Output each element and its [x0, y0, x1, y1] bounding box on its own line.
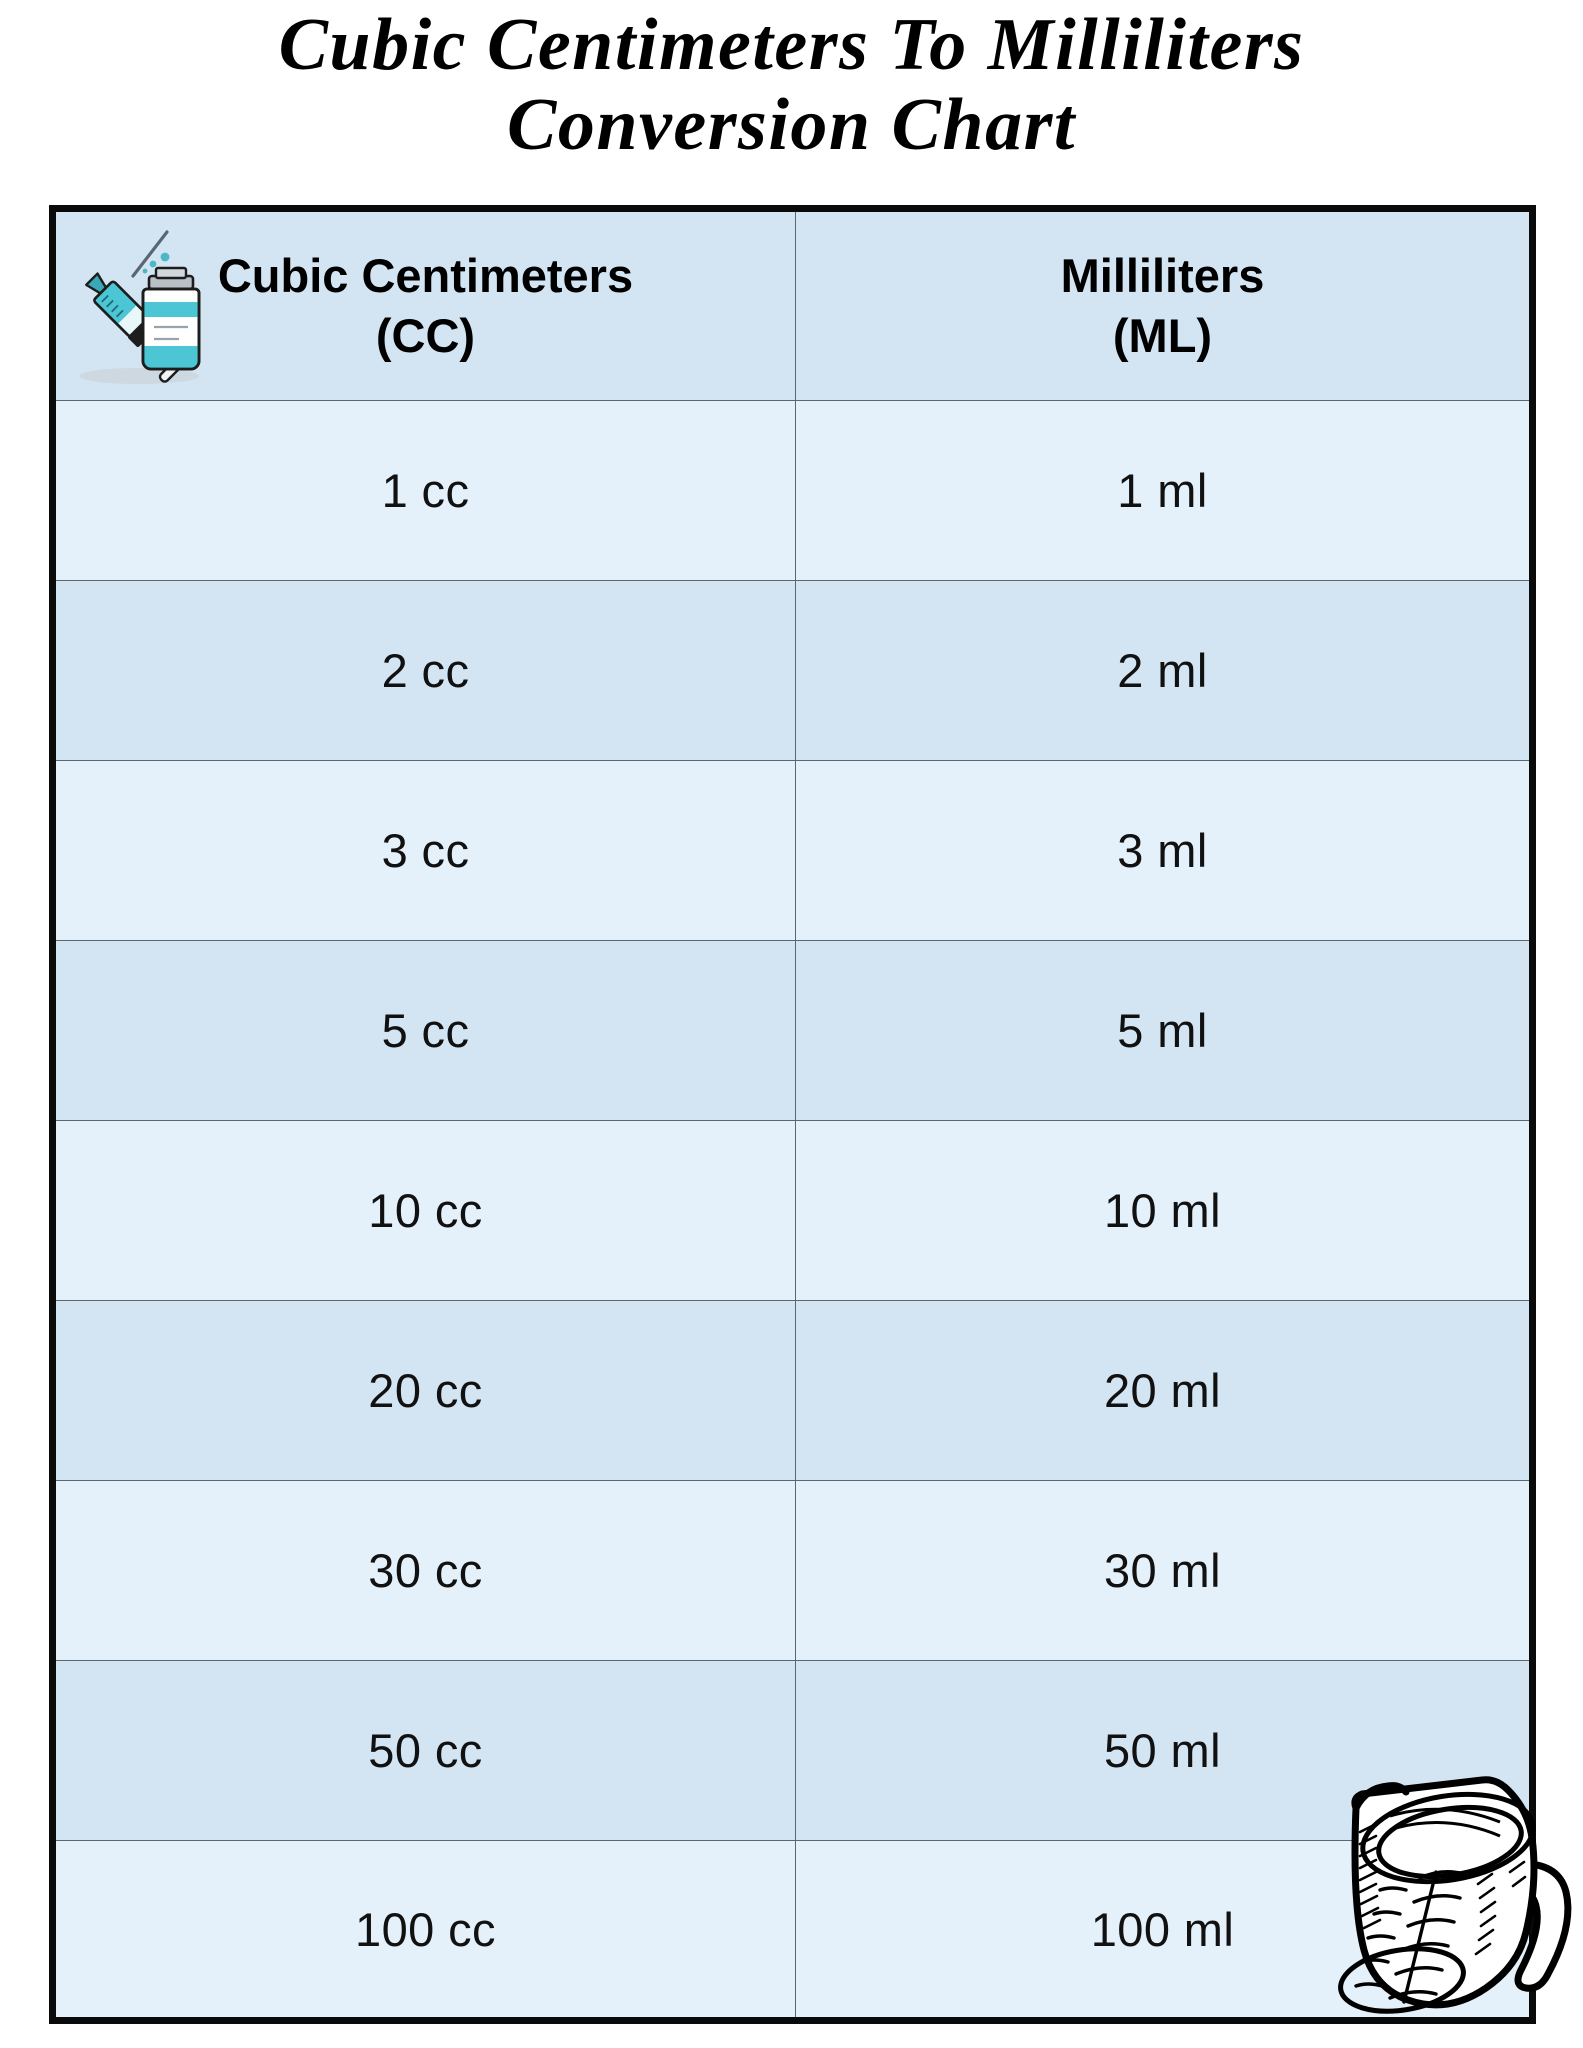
- page-title-line-1: Cubic Centimeters To Milliliters: [278, 4, 1305, 86]
- header-name-cc: Cubic Centimeters: [217, 248, 634, 302]
- cell-value-cc: 20 cc: [368, 1364, 483, 1417]
- cell-value-ml: 5 ml: [1117, 1004, 1208, 1057]
- table-row: 2 cc 2 ml: [52, 580, 1534, 761]
- cell-value-cc: 10 cc: [368, 1184, 483, 1237]
- table-header-row: Cubic Centimeters (CC) Milliliters (ML): [52, 208, 1534, 401]
- cell-ml: 1 ml: [794, 400, 1534, 581]
- cell-value-cc: 30 cc: [368, 1544, 483, 1597]
- table-row: 30 cc 30 ml: [52, 1480, 1534, 1661]
- header-abbr-cc: (CC): [375, 309, 476, 362]
- header-cell-milliliters: Milliliters (ML): [794, 208, 1534, 401]
- cell-ml: 100 ml: [794, 1840, 1534, 2021]
- cell-ml: 30 ml: [794, 1480, 1534, 1661]
- cell-value-ml: 10 ml: [1104, 1184, 1221, 1237]
- cell-value-ml: 1 ml: [1117, 464, 1208, 517]
- cell-cc: 10 cc: [52, 1120, 796, 1301]
- header-abbr-ml: (ML): [1112, 309, 1213, 362]
- cell-ml: 3 ml: [794, 760, 1534, 941]
- cell-ml: 50 ml: [794, 1660, 1534, 1841]
- cell-value-ml: 20 ml: [1104, 1364, 1221, 1417]
- table-row: 5 cc 5 ml: [52, 940, 1534, 1121]
- cell-value-ml: 2 ml: [1117, 644, 1208, 697]
- table-row: 10 cc 10 ml: [52, 1120, 1534, 1301]
- cell-ml: 10 ml: [794, 1120, 1534, 1301]
- cell-cc: 100 cc: [52, 1840, 796, 2021]
- cell-cc: 5 cc: [52, 940, 796, 1121]
- page-title: Cubic Centimeters To Milliliters Convers…: [0, 0, 1583, 166]
- cell-cc: 2 cc: [52, 580, 796, 761]
- table-row: 3 cc 3 ml: [52, 760, 1534, 941]
- header-cell-cubic-centimeters: Cubic Centimeters (CC): [52, 208, 796, 401]
- page-title-line-2: Conversion Chart: [507, 83, 1076, 166]
- cell-value-cc: 1 cc: [381, 464, 470, 517]
- cell-value-cc: 5 cc: [381, 1004, 470, 1057]
- header-name-ml: Milliliters: [1060, 248, 1265, 302]
- cell-value-cc: 2 cc: [381, 644, 470, 697]
- conversion-table: Cubic Centimeters (CC) Milliliters (ML) …: [49, 205, 1536, 2024]
- cell-cc: 50 cc: [52, 1660, 796, 1841]
- cell-value-ml: 30 ml: [1104, 1544, 1221, 1597]
- table-row: 50 cc 50 ml: [52, 1660, 1534, 1841]
- table-row: 20 cc 20 ml: [52, 1300, 1534, 1481]
- cell-value-cc: 3 cc: [381, 824, 470, 877]
- cell-cc: 1 cc: [52, 400, 796, 581]
- cell-ml: 20 ml: [794, 1300, 1534, 1481]
- table-row: 100 cc 100 ml: [52, 1840, 1534, 2021]
- cell-value-cc: 100 cc: [355, 1902, 496, 1956]
- cell-value-ml: 3 ml: [1117, 824, 1208, 877]
- cell-ml: 2 ml: [794, 580, 1534, 761]
- conversion-table-container: Cubic Centimeters (CC) Milliliters (ML) …: [49, 205, 1536, 2024]
- cell-cc: 20 cc: [52, 1300, 796, 1481]
- cell-value-cc: 50 cc: [368, 1724, 483, 1777]
- cell-ml: 5 ml: [794, 940, 1534, 1121]
- header-label-milliliters: Milliliters (ML): [796, 249, 1529, 366]
- cell-value-ml: 50 ml: [1104, 1724, 1221, 1777]
- cell-value-ml: 100 ml: [1090, 1902, 1235, 1956]
- table-row: 1 cc 1 ml: [52, 400, 1534, 581]
- cell-cc: 3 cc: [52, 760, 796, 941]
- header-label-cubic-centimeters: Cubic Centimeters (CC): [56, 249, 795, 366]
- cell-cc: 30 cc: [52, 1480, 796, 1661]
